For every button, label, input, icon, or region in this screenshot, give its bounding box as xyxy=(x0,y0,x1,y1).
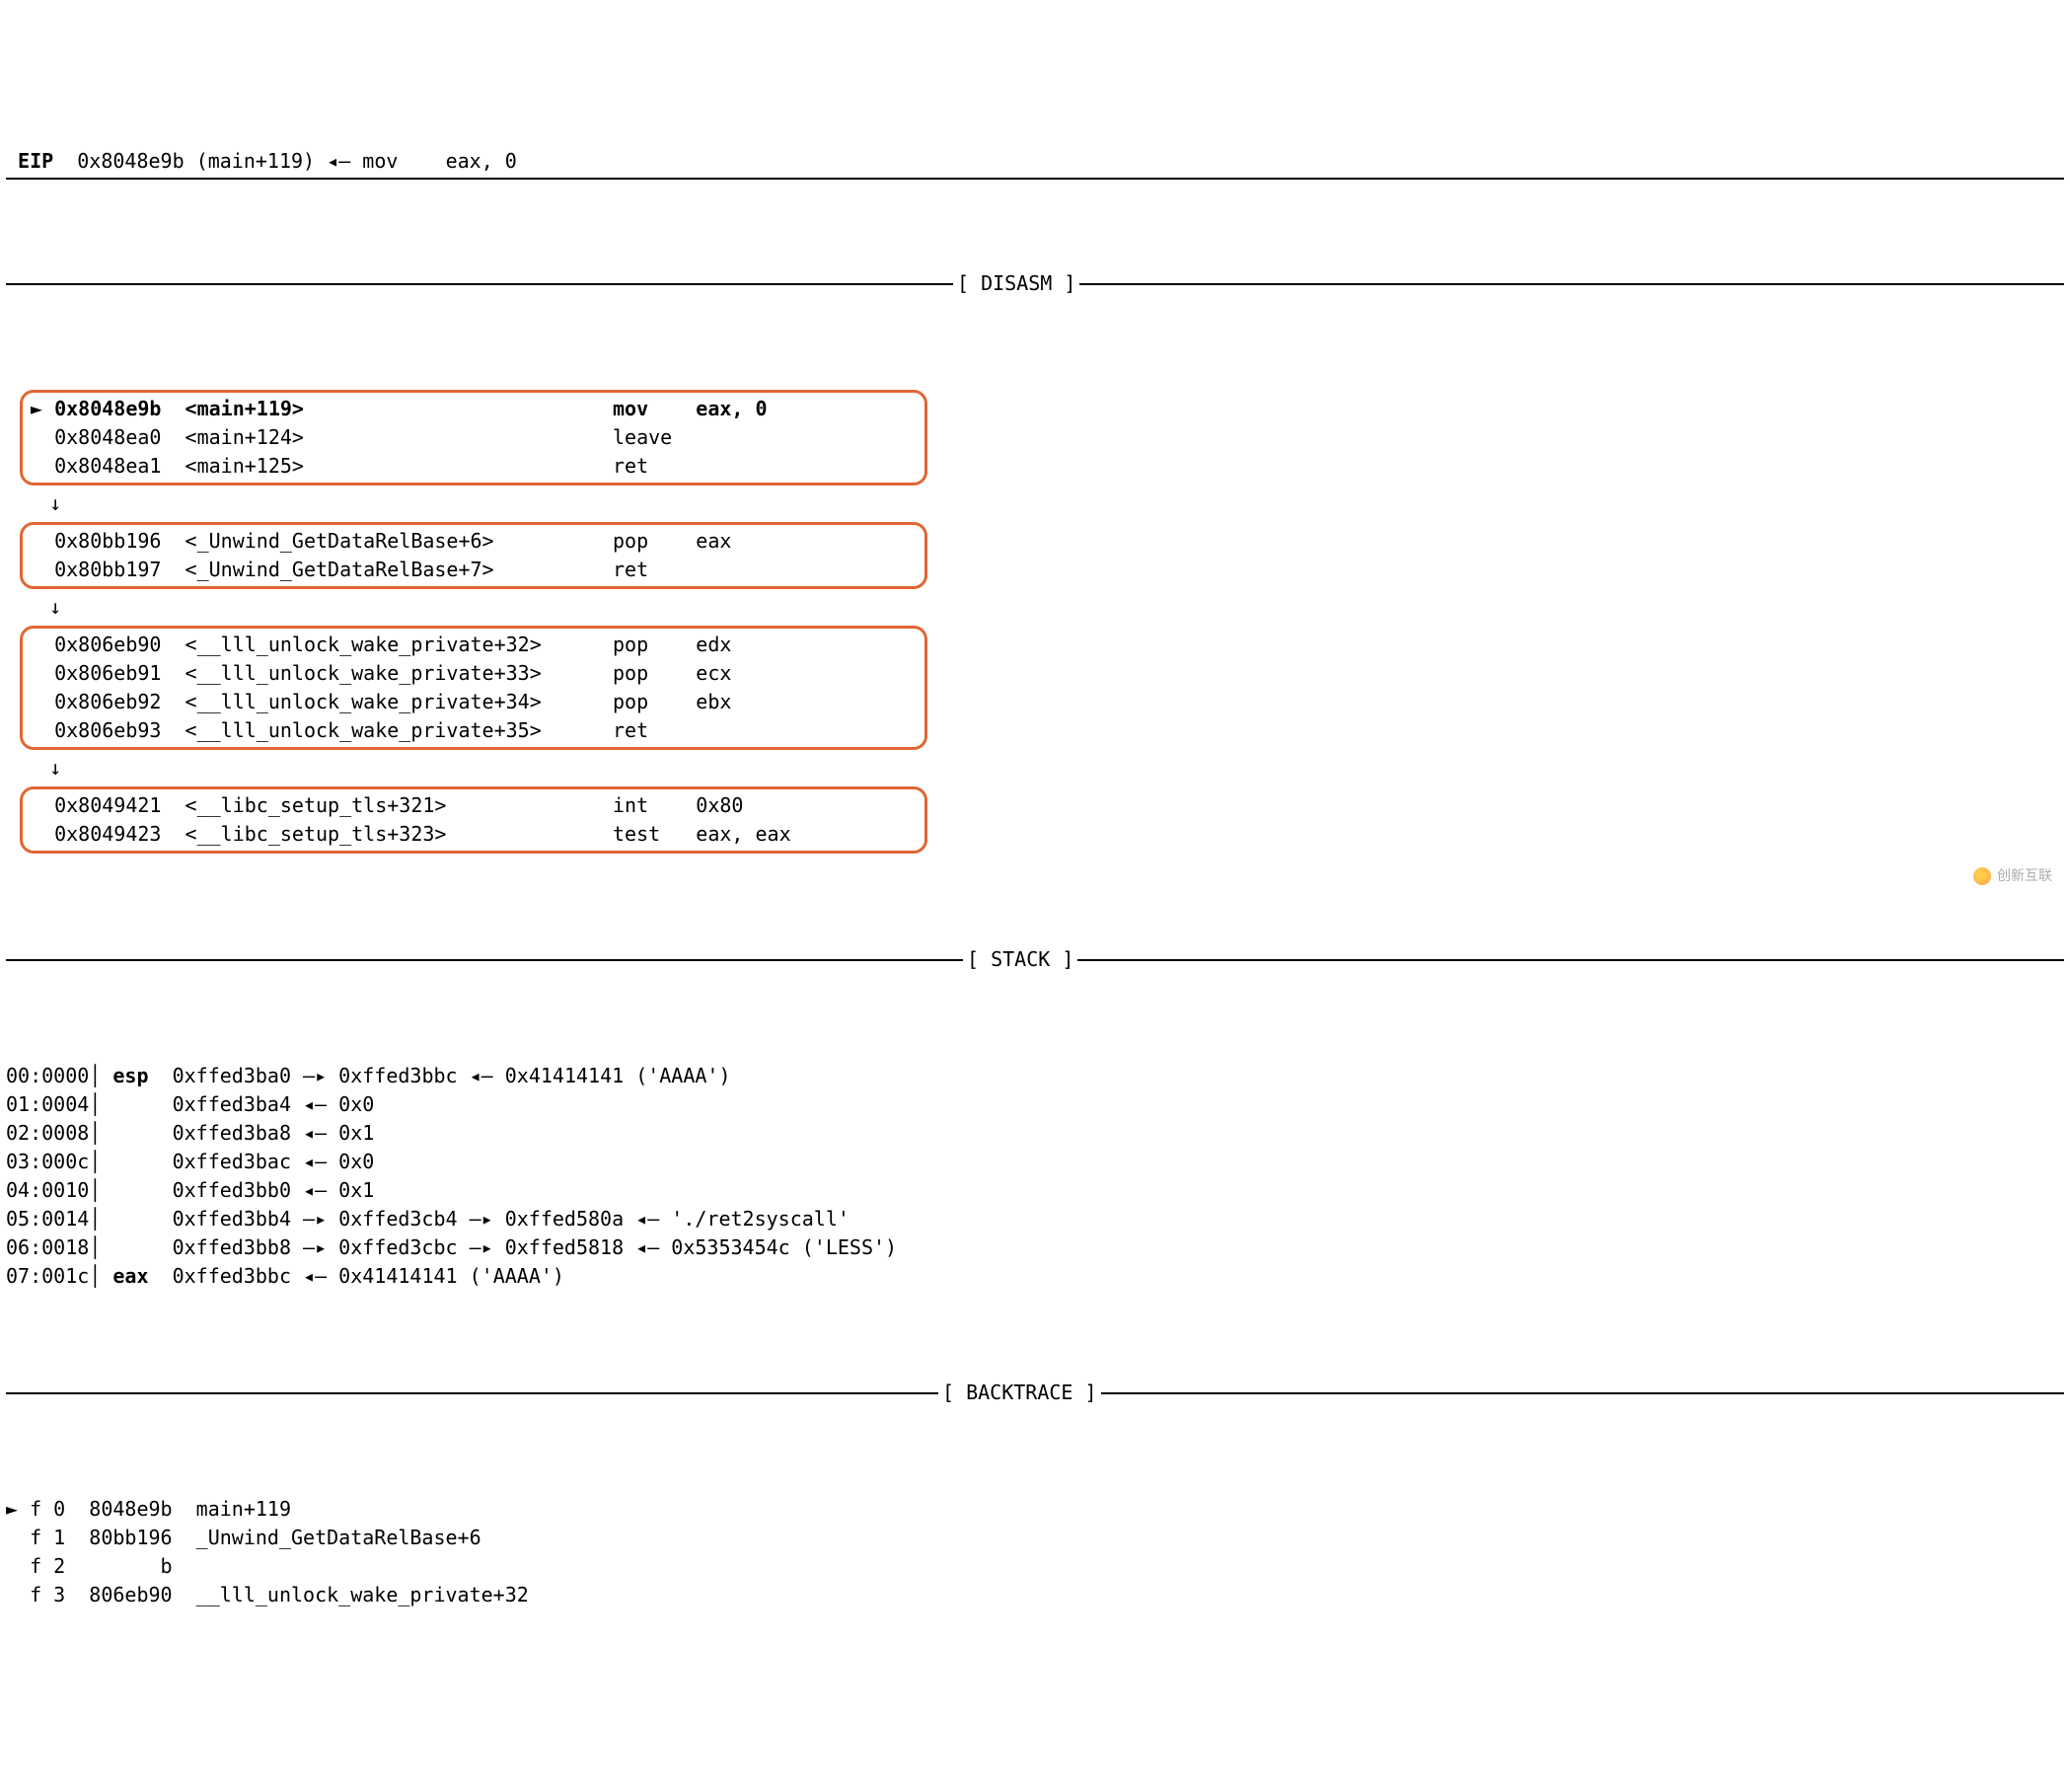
backtrace-row: ► f 0 8048e9b main+119 xyxy=(6,1495,2064,1524)
stack-row: 04:0010│ 0xffed3bb0 ◂— 0x1 xyxy=(6,1176,2064,1205)
disasm-row: 0x8049423 <__libc_setup_tls+323> test ea… xyxy=(31,820,917,849)
disasm-container: ► 0x8048e9b <main+119> mov eax, 0 0x8048… xyxy=(6,390,2064,854)
disasm-box: ► 0x8048e9b <main+119> mov eax, 0 0x8048… xyxy=(20,390,927,485)
disasm-row: 0x806eb90 <__lll_unlock_wake_private+32>… xyxy=(31,631,917,659)
stack-row: 03:000c│ 0xffed3bac ◂— 0x0 xyxy=(6,1148,2064,1176)
disasm-separator: [ DISASM ] xyxy=(6,269,2064,298)
eip-loc: (main+119) xyxy=(196,149,315,173)
eip-line: EIP 0x8048e9b (main+119) ◂— mov eax, 0 xyxy=(6,147,2064,180)
watermark: 创新互联 xyxy=(1973,866,2052,886)
eip-label: EIP xyxy=(18,149,53,173)
stack-row: 06:0018│ 0xffed3bb8 —▸ 0xffed3cbc —▸ 0xf… xyxy=(6,1233,2064,1262)
disasm-row: 0x8048ea0 <main+124> leave xyxy=(31,423,917,452)
backtrace-row: f 3 806eb90 __lll_unlock_wake_private+32 xyxy=(6,1581,2064,1609)
disasm-row: 0x806eb92 <__lll_unlock_wake_private+34>… xyxy=(31,688,917,716)
watermark-icon xyxy=(1973,867,1991,885)
stack-row: 01:0004│ 0xffed3ba4 ◂— 0x0 xyxy=(6,1090,2064,1119)
disasm-row: 0x8048ea1 <main+125> ret xyxy=(31,452,917,481)
stack-row: 00:0000│ esp 0xffed3ba0 —▸ 0xffed3bbc ◂—… xyxy=(6,1062,2064,1090)
stack-container: 00:0000│ esp 0xffed3ba0 —▸ 0xffed3bbc ◂—… xyxy=(6,1062,2064,1291)
disasm-box: 0x8049421 <__libc_setup_tls+321> int 0x8… xyxy=(20,786,927,854)
disasm-row: ► 0x8048e9b <main+119> mov eax, 0 xyxy=(31,395,917,423)
disasm-row: 0x80bb197 <_Unwind_GetDataRelBase+7> ret xyxy=(31,556,917,584)
eip-instr: mov xyxy=(362,149,398,173)
backtrace-container: ► f 0 8048e9b main+119 f 1 80bb196 _Unwi… xyxy=(6,1495,2064,1609)
backtrace-row: f 1 80bb196 _Unwind_GetDataRelBase+6 xyxy=(6,1524,2064,1552)
backtrace-label: [ BACKTRACE ] xyxy=(938,1379,1101,1407)
disasm-label: [ DISASM ] xyxy=(953,269,1079,298)
disasm-box: 0x806eb90 <__lll_unlock_wake_private+32>… xyxy=(20,626,927,750)
disasm-box: 0x80bb196 <_Unwind_GetDataRelBase+6> pop… xyxy=(20,522,927,589)
backtrace-separator: [ BACKTRACE ] xyxy=(6,1379,2064,1407)
disasm-row: 0x8049421 <__libc_setup_tls+321> int 0x8… xyxy=(31,791,917,820)
stack-row: 02:0008│ 0xffed3ba8 ◂— 0x1 xyxy=(6,1119,2064,1148)
disasm-row: 0x806eb93 <__lll_unlock_wake_private+35>… xyxy=(31,716,917,745)
disasm-row: 0x806eb91 <__lll_unlock_wake_private+33>… xyxy=(31,659,917,688)
eip-arrow: ◂— xyxy=(327,149,350,173)
flow-arrow-icon: ↓ xyxy=(6,593,2064,622)
stack-row: 07:001c│ eax 0xffed3bbc ◂— 0x41414141 ('… xyxy=(6,1262,2064,1291)
stack-separator: [ STACK ] xyxy=(6,945,2064,974)
stack-label: [ STACK ] xyxy=(963,945,1077,974)
flow-arrow-icon: ↓ xyxy=(6,754,2064,783)
watermark-text: 创新互联 xyxy=(1997,866,2052,886)
eip-addr: 0x8048e9b xyxy=(77,149,184,173)
backtrace-row: f 2 b xyxy=(6,1552,2064,1581)
flow-arrow-icon: ↓ xyxy=(6,489,2064,518)
stack-row: 05:0014│ 0xffed3bb4 —▸ 0xffed3cb4 —▸ 0xf… xyxy=(6,1205,2064,1233)
eip-args: eax, 0 xyxy=(446,149,517,173)
disasm-row: 0x80bb196 <_Unwind_GetDataRelBase+6> pop… xyxy=(31,527,917,556)
